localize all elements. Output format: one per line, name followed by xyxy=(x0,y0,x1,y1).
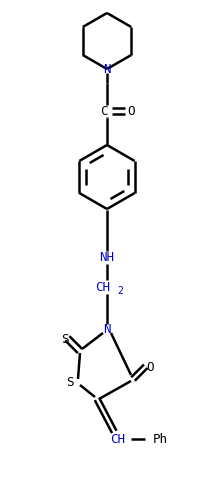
Text: O: O xyxy=(146,360,154,373)
Text: C: C xyxy=(100,105,108,118)
Text: O: O xyxy=(127,105,135,118)
Text: NH: NH xyxy=(100,251,115,264)
Text: Ph: Ph xyxy=(152,433,167,446)
Text: CH: CH xyxy=(95,281,111,294)
Text: N: N xyxy=(103,323,111,336)
Text: S: S xyxy=(61,332,69,345)
Text: 2: 2 xyxy=(117,285,123,295)
Text: S: S xyxy=(66,376,74,389)
Text: CH: CH xyxy=(111,433,126,446)
Text: N: N xyxy=(103,63,111,76)
